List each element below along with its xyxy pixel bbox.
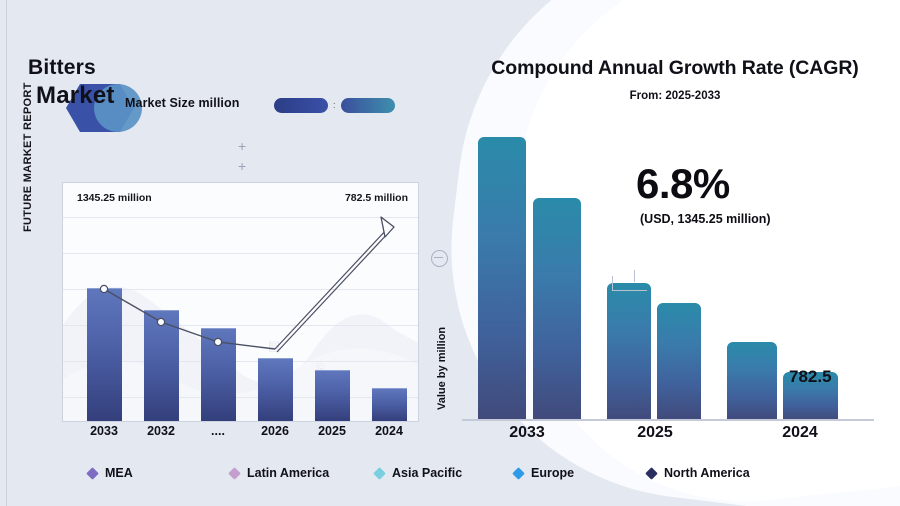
- left-chart-x-axis-labels: 2033 2032 .... 2026 2025 2024: [62, 424, 417, 446]
- legend-item-latin-america[interactable]: Latin America: [228, 466, 330, 480]
- legend-item-north-america[interactable]: North America: [645, 466, 750, 480]
- legend-item-asia-pacific[interactable]: Asia Pacific: [373, 466, 463, 480]
- rbar-2024-secondary: [783, 372, 838, 420]
- watermark-icon: ▤: [268, 338, 281, 353]
- circle-minus-icon: [431, 250, 448, 267]
- left-chart-trend-line: [99, 216, 395, 353]
- plus-mark-icon: +: [238, 138, 247, 154]
- right-chart-subtitle: From: 2025-2033: [629, 90, 721, 102]
- rbar-2033-primary: [478, 137, 526, 420]
- region-legend: MEA Latin America Asia Pacific Europe No…: [80, 464, 870, 488]
- plus-mark-icon: +: [238, 158, 247, 174]
- legend-pill-separator: :: [333, 100, 336, 110]
- legend-label: Asia Pacific: [392, 466, 463, 480]
- right-chart-bars: [455, 120, 875, 420]
- x-label-2025: 2025: [318, 424, 346, 438]
- brand-name-line1: Bitters: [28, 56, 96, 79]
- legend-label: MEA: [105, 466, 133, 480]
- x-label-2032: 2032: [147, 424, 175, 438]
- watermark-icon: ⎘: [316, 363, 325, 375]
- legend-pill-group: :: [274, 98, 395, 113]
- rx-label-2033: 2033: [509, 424, 545, 441]
- legend-swatch-icon: [86, 466, 99, 480]
- bar-2026: [258, 358, 293, 421]
- rbar-2025-primary: [607, 283, 651, 420]
- tick-marker-icon: [634, 270, 636, 282]
- bar-2024: [372, 388, 407, 421]
- slide-left-edge: [6, 0, 7, 506]
- right-chart-x-axis-labels: 2033 2025 2024: [455, 424, 875, 448]
- right-chart-baseline: [462, 419, 874, 421]
- legend-pill-secondary: [340, 98, 395, 113]
- rbar-2025-secondary: [657, 303, 701, 420]
- legend-item-europe[interactable]: Europe: [512, 466, 575, 480]
- x-label-2033: 2033: [90, 424, 118, 438]
- brand-name-line2: Market: [36, 82, 115, 109]
- market-size-label: Market Size million: [125, 96, 240, 110]
- x-label-dots: ....: [211, 424, 225, 438]
- legend-pill-primary: [274, 98, 328, 113]
- brand-logo: Bitters Market: [28, 56, 248, 136]
- left-chart-min-label: 782.5 million: [344, 192, 408, 204]
- legend-swatch-icon: [512, 466, 525, 480]
- left-chart-max-label: 1345.25 million: [77, 192, 152, 204]
- x-label-2024: 2024: [375, 424, 403, 438]
- right-chart-title: Compound Annual Growth Rate (CAGR): [491, 57, 859, 79]
- legend-label: Europe: [531, 466, 575, 480]
- tick-marker-icon: [612, 276, 647, 291]
- legend-label: Latin America: [247, 466, 330, 480]
- cagr-value: 6.8%: [636, 160, 730, 207]
- rbar-2024-primary: [727, 342, 777, 420]
- legend-swatch-icon: [373, 466, 386, 480]
- rbar-2033-secondary: [533, 198, 581, 420]
- legend-swatch-icon: [228, 466, 241, 480]
- legend-label: North America: [664, 466, 750, 480]
- bar-2032: [144, 310, 179, 421]
- cagr-note: (USD, 1345.25 million): [640, 212, 771, 226]
- right-chart-y-axis-label: Value by million: [436, 326, 448, 410]
- legend-item-mea[interactable]: MEA: [86, 466, 133, 480]
- bar-2025: [315, 370, 350, 421]
- x-label-2026: 2026: [261, 424, 289, 438]
- right-chart-end-value: 782.5: [789, 367, 832, 386]
- left-chart-y-axis-label: FUTURE MARKET REPORT: [22, 82, 34, 232]
- legend-swatch-icon: [645, 466, 658, 480]
- rx-label-2024: 2024: [782, 424, 818, 441]
- rx-label-2025: 2025: [637, 424, 673, 441]
- bar-2033: [87, 288, 122, 421]
- left-chart: ▤ ⎘ 1345.25 million 782.5 million: [62, 182, 419, 422]
- logo-hexagon-icon: [66, 84, 142, 132]
